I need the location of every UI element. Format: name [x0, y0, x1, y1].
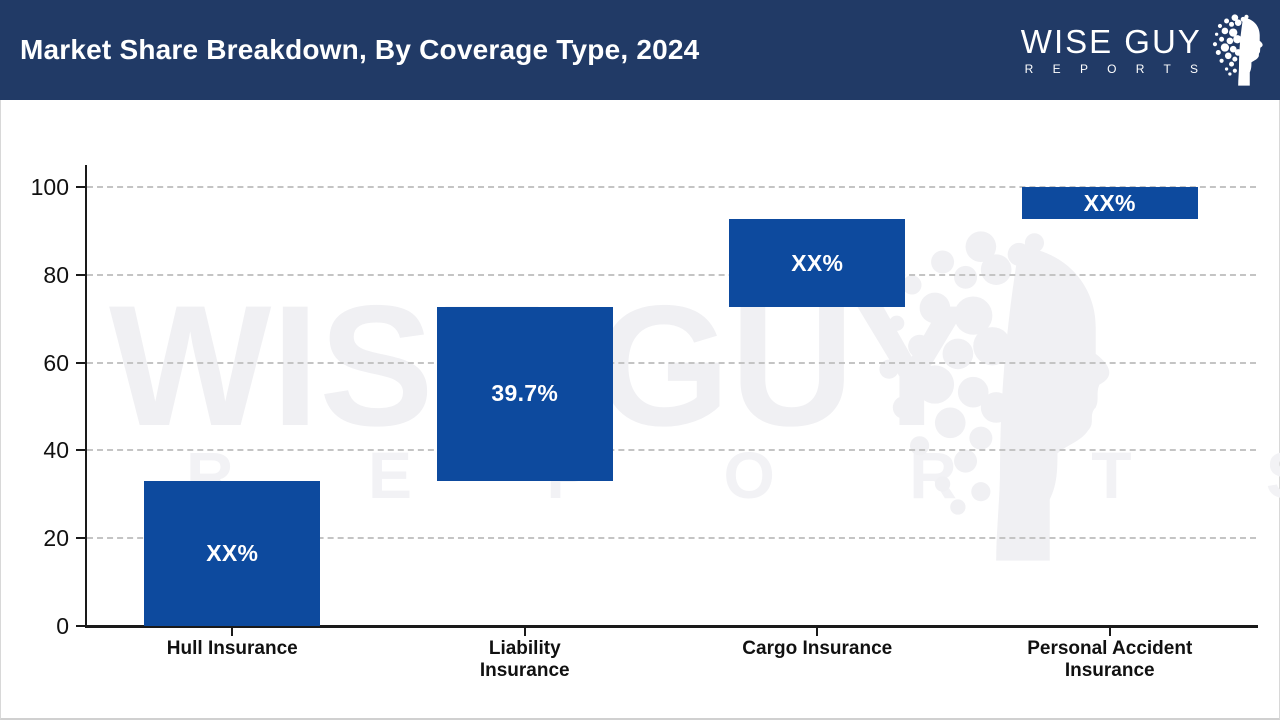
y-tick-mark: [76, 625, 85, 627]
y-tick-mark: [76, 449, 85, 452]
bar-2: 39.7%: [436, 306, 613, 482]
bar-3: XX%: [729, 219, 906, 307]
x-tick-mark: [1108, 628, 1111, 636]
bar-value-label: 39.7%: [491, 380, 559, 407]
x-category-label: Cargo Insurance: [742, 638, 893, 659]
y-tick-mark: [76, 186, 85, 188]
bar-value-label: XX%: [1083, 189, 1136, 216]
x-tick-mark: [816, 628, 819, 636]
x-category-label: Liability Insurance: [479, 638, 570, 681]
y-tick-label: 40: [43, 437, 69, 464]
gridline: [87, 537, 1256, 540]
x-tick-mark: [231, 628, 234, 636]
bar-value-label: XX%: [206, 540, 259, 567]
gridline: [87, 361, 1256, 364]
bar-1: XX%: [144, 481, 321, 626]
bar-value-label: XX%: [791, 249, 844, 276]
y-tick-mark: [76, 537, 85, 540]
gridline: [87, 449, 1256, 452]
brand-name: WISE GUY: [1020, 22, 1202, 60]
y-axis-line: [85, 165, 87, 628]
y-tick-label: 100: [30, 174, 69, 200]
brand-tagline: R E P O R T S: [1024, 61, 1206, 76]
chart-area: WISE GUY R E P O R T S 0 20 40 60 80 100 XX% Hu…: [0, 100, 1280, 720]
watermark-reports-text: R E P O R T S: [186, 438, 1280, 512]
header: Market Share Breakdown, By Coverage Type…: [0, 0, 1280, 100]
y-tick-label: 80: [43, 261, 69, 288]
bar-4: XX%: [1021, 187, 1198, 220]
gridline: [87, 186, 1256, 188]
gridline: [87, 273, 1256, 276]
brand-logo-text: WISE GUY R E P O R T S: [1017, 22, 1206, 76]
x-axis-line: [85, 625, 1258, 628]
y-tick-label: 20: [43, 525, 69, 552]
brand-logo: WISE GUY R E P O R T S: [1017, 0, 1268, 100]
x-tick-mark: [523, 628, 526, 636]
y-tick-mark: [76, 361, 85, 364]
y-tick-label: 0: [56, 613, 69, 639]
head-profile-logo-icon: [1210, 11, 1268, 89]
x-category-label: Personal Accident Insurance: [1027, 638, 1193, 681]
y-tick-label: 60: [43, 349, 69, 376]
y-tick-mark: [76, 273, 85, 276]
x-category-label: Hull Insurance: [166, 638, 298, 659]
watermark-head-profile-icon: [866, 222, 1134, 570]
chart-title: Market Share Breakdown, By Coverage Type…: [20, 34, 700, 65]
